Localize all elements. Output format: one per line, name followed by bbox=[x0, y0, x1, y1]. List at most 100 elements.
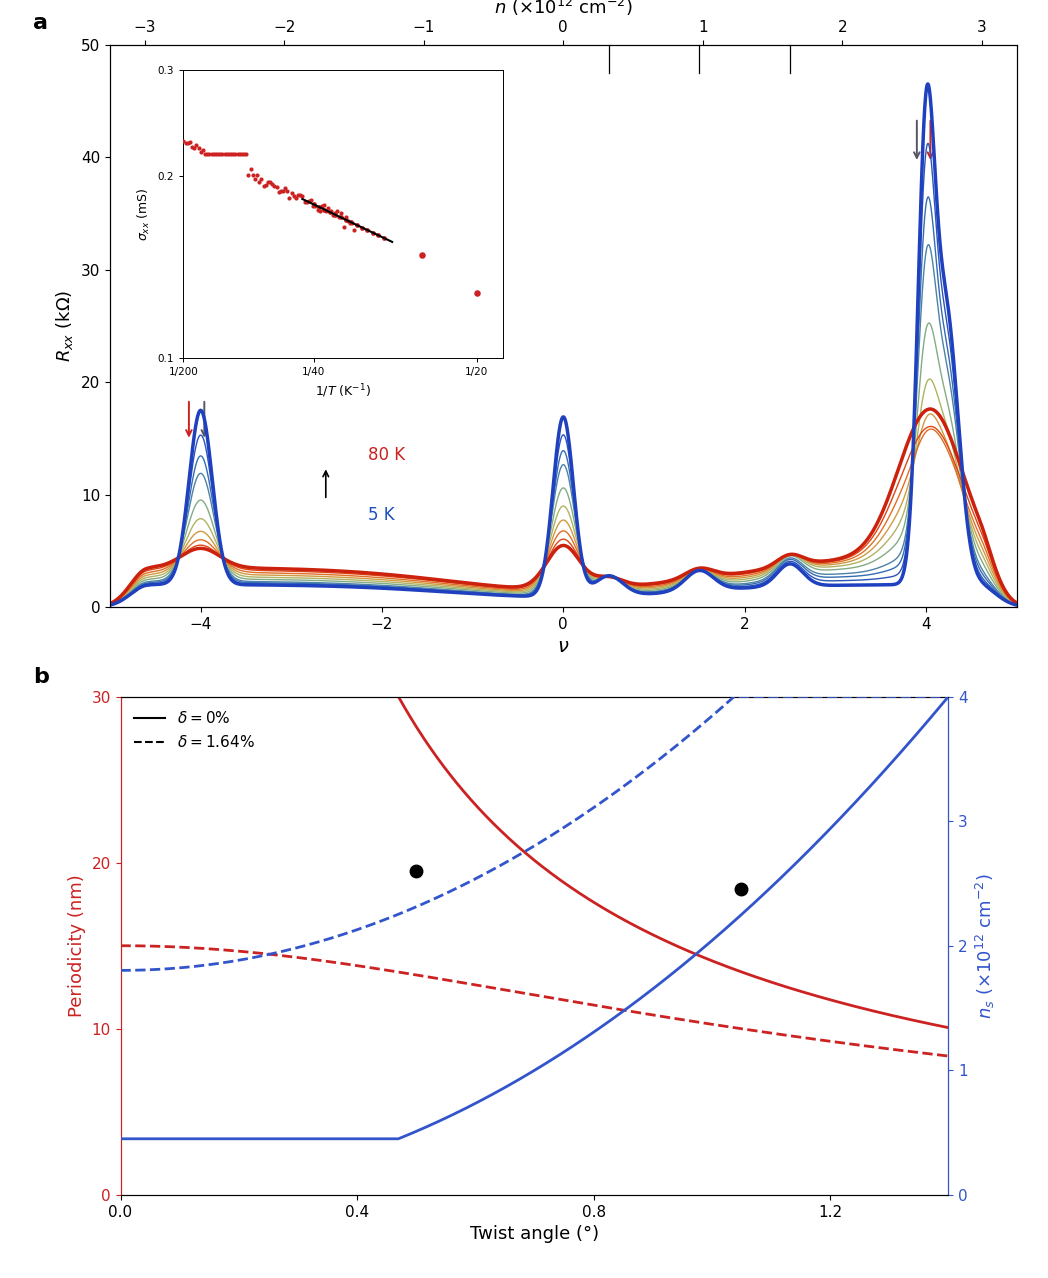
Point bbox=[240, 165, 257, 185]
Point bbox=[279, 180, 296, 201]
Point bbox=[294, 187, 311, 207]
Point bbox=[248, 165, 265, 185]
Point bbox=[348, 215, 365, 235]
Point bbox=[331, 207, 348, 227]
Point bbox=[370, 225, 387, 245]
Point bbox=[195, 139, 212, 160]
Text: 5 K: 5 K bbox=[369, 506, 395, 524]
Point bbox=[289, 185, 306, 206]
Point bbox=[175, 130, 192, 151]
Point bbox=[333, 203, 350, 224]
Point bbox=[307, 196, 324, 216]
Point bbox=[246, 169, 263, 189]
Point bbox=[199, 143, 216, 164]
Point bbox=[179, 133, 196, 153]
Point bbox=[318, 201, 334, 221]
Point bbox=[258, 175, 275, 196]
Y-axis label: $n_s$ ($\times 10^{12}$ cm$^{-2}$): $n_s$ ($\times 10^{12}$ cm$^{-2}$) bbox=[974, 873, 997, 1019]
Point bbox=[281, 188, 298, 208]
Point bbox=[309, 199, 326, 220]
Point bbox=[359, 220, 376, 240]
Point bbox=[322, 201, 339, 221]
Point bbox=[177, 133, 194, 153]
Point bbox=[181, 132, 198, 152]
Point bbox=[340, 211, 356, 231]
Point bbox=[208, 143, 224, 164]
Legend: $\delta=0\%$, $\delta=1.64\%$: $\delta=0\%$, $\delta=1.64\%$ bbox=[128, 704, 261, 757]
Point bbox=[297, 192, 313, 212]
Point bbox=[212, 143, 228, 164]
Point bbox=[255, 175, 271, 196]
Point bbox=[230, 143, 246, 164]
Point bbox=[468, 282, 485, 303]
Point bbox=[266, 175, 283, 196]
Point bbox=[327, 203, 344, 224]
Point bbox=[238, 143, 255, 164]
Point bbox=[277, 178, 293, 198]
Point bbox=[327, 204, 344, 225]
Point bbox=[375, 227, 392, 248]
Point bbox=[203, 143, 220, 164]
Point bbox=[214, 143, 231, 164]
Point bbox=[185, 138, 202, 158]
Text: 80 K: 80 K bbox=[369, 446, 406, 464]
Text: b: b bbox=[34, 667, 49, 686]
Point bbox=[218, 143, 235, 164]
Text: a: a bbox=[32, 14, 48, 33]
Point bbox=[365, 222, 381, 243]
Y-axis label: Periodicity (nm): Periodicity (nm) bbox=[68, 874, 86, 1017]
Point bbox=[322, 202, 339, 222]
Point bbox=[193, 142, 210, 162]
Point bbox=[205, 143, 222, 164]
Point bbox=[332, 207, 349, 227]
X-axis label: $n$ ($\times 10^{12}$ cm$^{-2}$): $n$ ($\times 10^{12}$ cm$^{-2}$) bbox=[494, 0, 633, 18]
Point bbox=[337, 207, 354, 227]
Point bbox=[236, 143, 253, 164]
Point bbox=[414, 245, 431, 266]
Point bbox=[325, 206, 342, 226]
X-axis label: Twist angle (°): Twist angle (°) bbox=[470, 1226, 599, 1243]
Point bbox=[225, 143, 242, 164]
Point bbox=[329, 201, 346, 221]
Point bbox=[253, 169, 269, 189]
Point bbox=[316, 199, 333, 220]
Point bbox=[250, 171, 267, 192]
Point bbox=[301, 190, 318, 211]
X-axis label: $1/T$ (K$^{-1}$): $1/T$ (K$^{-1}$) bbox=[315, 382, 371, 400]
Point bbox=[272, 180, 289, 201]
Point bbox=[315, 196, 332, 216]
Point bbox=[287, 188, 304, 208]
Point bbox=[183, 137, 200, 157]
Point bbox=[190, 137, 206, 157]
Y-axis label: $R_{xx}$ (k$\Omega$): $R_{xx}$ (k$\Omega$) bbox=[54, 290, 75, 362]
Point bbox=[303, 190, 320, 211]
Point bbox=[197, 143, 214, 164]
Point bbox=[320, 198, 336, 219]
Point bbox=[342, 212, 358, 233]
Point bbox=[244, 165, 261, 185]
Point bbox=[310, 197, 327, 217]
Point bbox=[305, 196, 322, 216]
Point bbox=[242, 160, 259, 180]
Point bbox=[216, 143, 233, 164]
Point bbox=[188, 134, 204, 155]
Point bbox=[270, 181, 287, 202]
Point bbox=[343, 212, 359, 233]
Point bbox=[264, 174, 281, 194]
Point bbox=[222, 143, 239, 164]
Point bbox=[305, 194, 322, 215]
Point bbox=[311, 201, 328, 221]
Point bbox=[220, 143, 237, 164]
Point bbox=[268, 178, 285, 198]
Point bbox=[210, 143, 226, 164]
Point bbox=[285, 185, 302, 206]
Point bbox=[201, 143, 218, 164]
Point bbox=[353, 217, 370, 238]
Point bbox=[232, 143, 248, 164]
Point bbox=[346, 220, 363, 240]
Point bbox=[335, 217, 352, 238]
Point bbox=[299, 192, 315, 212]
Point bbox=[313, 196, 330, 216]
Point bbox=[344, 212, 361, 233]
Point bbox=[234, 143, 250, 164]
